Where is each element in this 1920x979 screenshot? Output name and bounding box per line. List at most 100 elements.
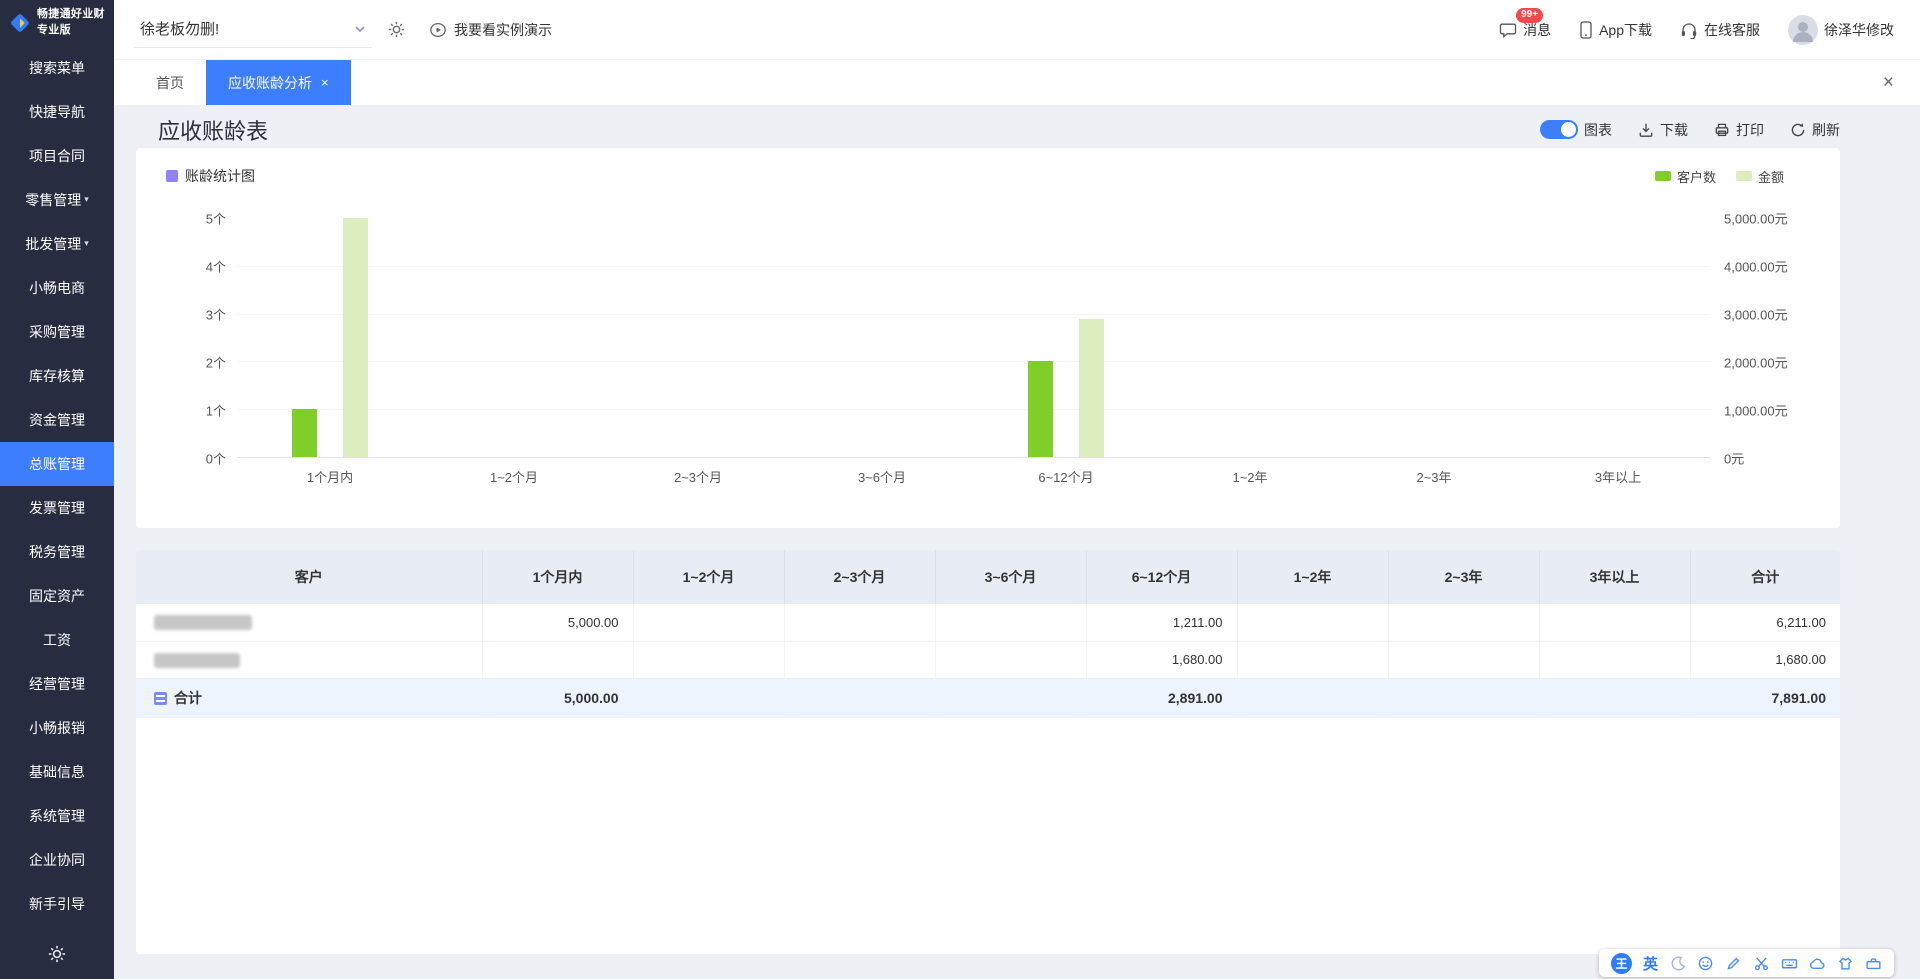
axis-tick-label: 1,000.00元 xyxy=(1724,403,1788,419)
ime-logo[interactable]: 王 xyxy=(1610,952,1632,974)
page-title: 应收账龄表 xyxy=(158,118,269,144)
screenshot-scissors-icon[interactable] xyxy=(1753,955,1770,972)
sidebar-item-label: 零售管理 xyxy=(25,191,82,208)
sidebar-item[interactable]: 新手引导 xyxy=(0,882,114,926)
total-amount-cell xyxy=(1237,678,1389,718)
toolbox-icon[interactable] xyxy=(1865,955,1882,972)
online-service-label: 在线客服 xyxy=(1704,21,1760,38)
night-mode-icon[interactable] xyxy=(1669,955,1686,972)
table-row[interactable]: 5,000.00 1,211.00 6,211.00 xyxy=(136,604,1840,642)
page-header: 应收账龄表 图表 下载 xyxy=(136,111,1840,148)
column-header: 合计 xyxy=(1690,550,1840,604)
sidebar-item[interactable]: 基础信息 xyxy=(0,750,114,794)
sidebar-item[interactable]: 搜索菜单 xyxy=(0,46,114,90)
skin-icon[interactable] xyxy=(1837,955,1854,972)
sidebar-item[interactable]: 系统管理 xyxy=(0,794,114,838)
axis-tick-label: 0个 xyxy=(205,451,226,467)
tab-close-icon[interactable]: × xyxy=(321,75,329,90)
amount-cell xyxy=(1388,604,1540,642)
sidebar-item[interactable]: 发票管理 xyxy=(0,486,114,530)
axis-tick-label: 4个 xyxy=(205,259,226,275)
chevron-down-icon: ▾ xyxy=(84,238,89,249)
sidebar-item[interactable]: 项目合同 xyxy=(0,134,114,178)
handwriting-pen-icon[interactable] xyxy=(1725,955,1742,972)
sidebar-item[interactable]: 快捷导航 xyxy=(0,90,114,134)
amount-cell xyxy=(935,641,1087,679)
sidebar-settings-button[interactable] xyxy=(0,931,114,979)
chart-view-toggle[interactable]: 图表 xyxy=(1540,120,1612,140)
sidebar-item[interactable]: 批发管理 ▾ xyxy=(0,222,114,266)
app-download-label: App下载 xyxy=(1599,21,1652,38)
x-axis-label: 1~2年 xyxy=(1232,470,1268,485)
tabbar-close-icon[interactable]: × xyxy=(1882,71,1894,93)
sidebar-item[interactable]: 小畅报销 xyxy=(0,706,114,750)
column-header: 客户 xyxy=(136,550,483,604)
download-button[interactable]: 下载 xyxy=(1638,120,1688,140)
online-service-button[interactable]: 在线客服 xyxy=(1680,20,1760,40)
sidebar-item[interactable]: 小畅电商 xyxy=(0,266,114,310)
print-button[interactable]: 打印 xyxy=(1714,120,1764,140)
settings-button[interactable] xyxy=(388,21,405,38)
company-select[interactable]: 徐老板勿删! xyxy=(134,11,372,48)
ime-toolbar: 王 英 xyxy=(1598,949,1894,977)
toggle-switch[interactable] xyxy=(1540,120,1578,139)
demo-link-label: 我要看实例演示 xyxy=(454,21,552,38)
sidebar-item[interactable]: 总账管理 xyxy=(0,441,114,486)
message-count-badge: 99+ xyxy=(1516,7,1544,23)
chart-card: 账龄统计图 客户数 金额 5个 4个 3个 2个 1个 0个 5,000.00元 4,000.… xyxy=(136,148,1840,528)
sidebar-item[interactable]: 固定资产 xyxy=(0,574,114,618)
legend-label: 金额 xyxy=(1757,169,1784,185)
sidebar-item[interactable]: 采购管理 xyxy=(0,310,114,354)
download-icon xyxy=(1639,123,1653,137)
legend-swatch xyxy=(1654,171,1671,181)
cloud-icon[interactable] xyxy=(1809,955,1826,972)
keyboard-icon[interactable] xyxy=(1781,955,1798,972)
app-download-button[interactable]: App下载 xyxy=(1579,20,1652,40)
content: 应收账龄表 图表 下载 xyxy=(114,105,1920,979)
messages-label: 消息 xyxy=(1523,21,1552,38)
total-label-cell: 合计 xyxy=(136,678,483,718)
customer-cell xyxy=(136,604,483,642)
emoji-icon[interactable] xyxy=(1697,955,1714,972)
demo-link[interactable]: 我要看实例演示 xyxy=(429,20,552,40)
sidebar-item[interactable]: 企业协同 xyxy=(0,838,114,882)
sidebar-item[interactable]: 零售管理 ▾ xyxy=(0,178,114,222)
total-amount-cell xyxy=(935,678,1087,718)
tabbar: 首页 应收账龄分析 × × xyxy=(114,59,1920,105)
total-row: 合计 5,000.00 2,891.00 7,891.00 xyxy=(136,678,1840,718)
chart-category-group xyxy=(1526,218,1710,457)
total-amount-cell xyxy=(1388,678,1540,718)
sidebar-item-label: 采购管理 xyxy=(29,323,85,340)
sidebar-item[interactable]: 工资 xyxy=(0,618,114,662)
sidebar-item-label: 系统管理 xyxy=(29,807,85,824)
tab-home[interactable]: 首页 xyxy=(134,60,206,105)
ime-language-indicator[interactable]: 英 xyxy=(1642,955,1658,973)
legend-item[interactable]: 客户数 xyxy=(1654,167,1716,186)
legend-item[interactable]: 金额 xyxy=(1735,167,1784,186)
refresh-label: 刷新 xyxy=(1812,121,1840,138)
sidebar-item[interactable]: 资金管理 xyxy=(0,398,114,442)
sidebar-item[interactable]: 库存核算 xyxy=(0,354,114,398)
sidebar-item[interactable]: 税务管理 xyxy=(0,530,114,574)
axis-tick-label: 4,000.00元 xyxy=(1724,259,1788,275)
refresh-button[interactable]: 刷新 xyxy=(1790,120,1840,140)
chart-legend: 客户数 金额 xyxy=(1654,167,1784,186)
sidebar-item-label: 资金管理 xyxy=(29,411,85,428)
bar-amount xyxy=(1079,318,1104,457)
gridline xyxy=(238,361,1710,363)
chevron-down-icon: ▾ xyxy=(84,194,89,205)
customer-cell xyxy=(136,641,483,679)
y-axis-right: 5,000.00元 4,000.00元 3,000.00元 2,000.00元 1,00… xyxy=(1710,212,1812,467)
column-header: 1~2年 xyxy=(1237,550,1389,604)
chart-category-group xyxy=(1158,218,1342,457)
gridline xyxy=(238,409,1710,411)
amount-cell xyxy=(1237,604,1389,642)
x-axis-label: 2~3年 xyxy=(1416,470,1452,485)
messages-button[interactable]: 消息 99+ xyxy=(1499,7,1552,40)
company-select-value: 徐老板勿删! xyxy=(140,21,220,38)
table-row[interactable]: 1,680.00 1,680.00 xyxy=(136,641,1840,679)
gear-icon xyxy=(48,945,66,963)
sidebar-item[interactable]: 经营管理 xyxy=(0,662,114,706)
tab-aging-analysis[interactable]: 应收账龄分析 × xyxy=(206,60,351,105)
user-menu[interactable]: 徐泽华修改 xyxy=(1788,14,1894,45)
